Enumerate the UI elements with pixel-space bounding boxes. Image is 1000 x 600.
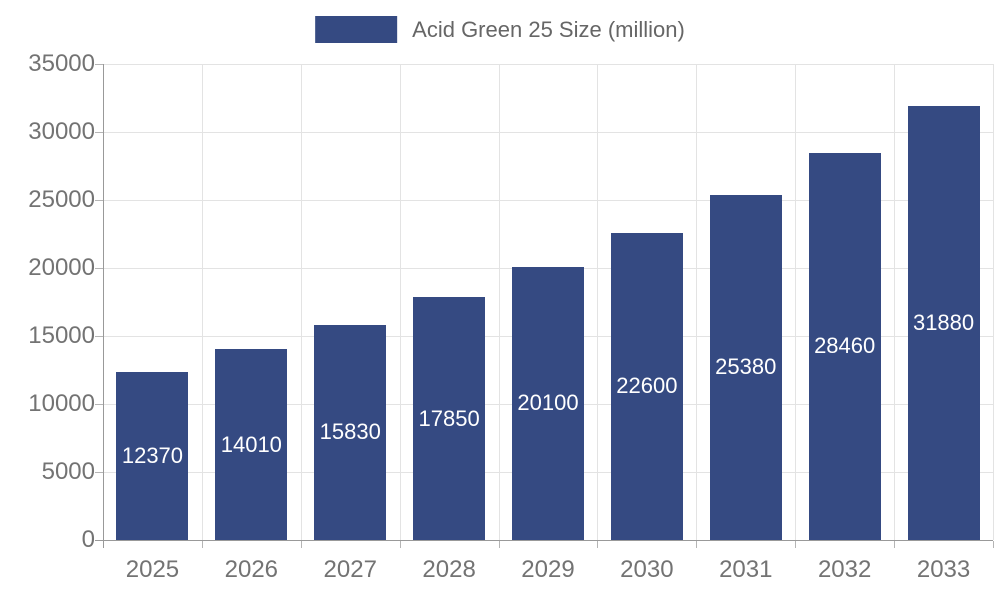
x-axis-tick [498,541,500,548]
x-axis-tick-label: 2033 [916,556,971,583]
y-axis-tick-label: 35000 [28,50,95,77]
h-gridline [103,64,993,65]
bar-value-label: 22600 [616,373,678,399]
y-axis-tick [95,336,103,337]
bar-value-label: 17850 [418,405,480,431]
bar-2028: 17850 [413,297,486,540]
bar-value-label: 15830 [319,419,381,445]
plot-area: 12370 14010 15830 17850 20100 22600 25380 28460… [103,64,994,540]
y-axis-tick [95,132,103,133]
x-axis-tick-label: 2028 [422,556,476,583]
y-axis-tick-label: 30000 [28,118,95,145]
y-axis-tick-label: 0 [81,526,95,553]
y-axis-tick [95,200,103,201]
v-gridline [498,64,500,540]
y-axis-line [103,64,104,548]
bar-value-label: 28460 [814,333,876,359]
legend-item[interactable]: Acid Green 25 Size (million) [315,16,685,43]
bar-2030: 22600 [610,232,683,540]
x-axis-tick [597,541,599,548]
y-axis-tick-label: 25000 [28,186,95,213]
bar-value-label: 20100 [517,390,579,416]
legend-label: Acid Green 25 Size (million) [412,16,685,42]
bar-value-label: 31880 [912,310,975,336]
legend-swatch [315,16,398,43]
h-gridline [103,200,993,201]
x-axis-tick-label: 2029 [521,556,575,583]
x-axis-tick-label: 2032 [817,556,872,583]
x-axis-tick [696,541,698,548]
x-axis-tick-label: 2030 [620,556,674,583]
bar-2032: 28460 [808,152,881,540]
bar-2031: 25380 [709,194,782,540]
x-axis-tick-label: 2025 [125,556,180,583]
x-axis-tick [201,541,203,548]
bar-2025: 12370 [116,371,189,540]
x-axis-tick [300,541,302,548]
v-gridline [597,64,599,540]
v-gridline [696,64,698,540]
y-axis-tick-label: 10000 [28,390,95,417]
bar-value-label: 14010 [220,431,282,457]
y-axis-tick-label: 5000 [41,458,95,485]
v-gridline [399,64,401,540]
y-axis-tick-label: 20000 [28,254,95,281]
bar-value-label: 25380 [715,354,777,380]
x-axis-tick-label: 2026 [224,556,279,583]
v-gridline [993,64,994,540]
bar-2027: 15830 [314,324,387,540]
y-axis-tick [95,64,103,65]
bar-2033: 31880 [907,106,980,540]
x-axis-tick [795,541,797,548]
x-axis-tick [894,541,896,548]
bar-2026: 14010 [215,349,288,540]
x-axis-tick-label: 2031 [719,556,773,583]
v-gridline [300,64,302,540]
bar-value-label: 12370 [121,442,184,468]
y-axis-tick [95,404,103,405]
x-axis-line [95,540,993,541]
x-axis-tick-label: 2027 [323,556,377,583]
y-axis-tick [95,472,103,473]
h-gridline [103,132,993,133]
x-axis-tick [399,541,401,548]
y-axis-tick-label: 15000 [28,322,95,349]
v-gridline [894,64,896,540]
bar-2029: 20100 [512,266,584,540]
x-axis-tick [993,541,994,548]
v-gridline [795,64,797,540]
y-axis-tick [95,268,103,269]
v-gridline [201,64,203,540]
